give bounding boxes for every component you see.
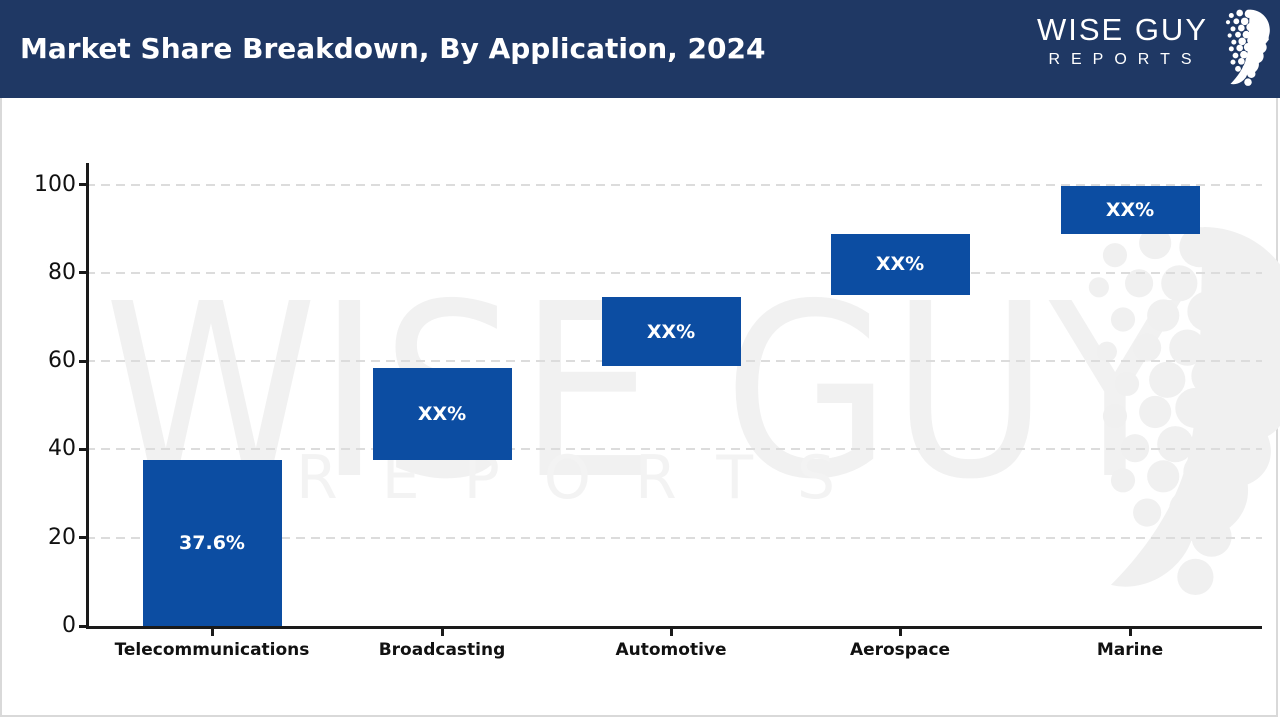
bar-value-label: 37.6%	[179, 531, 245, 554]
y-tick-label: 40	[48, 436, 76, 462]
x-tick-mark	[669, 629, 673, 636]
y-tick-label: 20	[48, 524, 76, 550]
x-category-label: Marine	[1096, 640, 1164, 660]
wise-guy-logo: WISE GUY REPORTS	[1008, 8, 1270, 92]
x-tick-mark	[898, 629, 902, 636]
x-axis-line	[86, 626, 1262, 629]
bar-value-label: XX%	[875, 253, 925, 276]
y-gridline	[86, 536, 1262, 539]
y-gridline	[86, 448, 1262, 451]
logo-head-icon	[1225, 9, 1270, 86]
x-category-label: Aerospace	[849, 640, 951, 660]
bar-marine	[1060, 185, 1200, 234]
y-axis-line	[86, 163, 89, 629]
x-tick-mark	[210, 629, 214, 636]
bar-broadcasting	[372, 367, 512, 460]
header: Market Share Breakdown, By Application, …	[0, 0, 1280, 98]
logo-wordmark: WISE GUY	[1036, 12, 1208, 47]
y-tick-mark	[79, 183, 86, 186]
bar-telecommunications	[142, 459, 282, 626]
x-category-label: Automotive	[615, 640, 727, 660]
x-category-label: Broadcasting	[378, 640, 506, 660]
logo-subtitle: REPORTS	[1048, 51, 1203, 68]
y-tick-label: 100	[34, 171, 76, 197]
y-tick-mark	[79, 536, 86, 540]
bar-value-label: XX%	[646, 320, 696, 343]
y-tick-label: 0	[62, 613, 76, 638]
y-tick-mark	[79, 624, 86, 628]
y-tick-mark	[79, 271, 86, 275]
chart-title: Market Share Breakdown, By Application, …	[20, 32, 766, 65]
y-tick-mark	[79, 359, 86, 363]
y-tick-label: 60	[48, 348, 76, 374]
y-gridline	[86, 183, 1262, 186]
bar-value-label: XX%	[417, 402, 467, 425]
bar-automotive	[601, 296, 741, 367]
logo-text: WISE GUY REPORTS	[1037, 12, 1208, 69]
bar-aerospace	[830, 233, 970, 295]
bar-value-label: XX%	[1105, 198, 1155, 221]
y-tick-mark	[79, 447, 86, 451]
y-gridline	[86, 271, 1262, 274]
x-category-label: Telecommunications	[114, 640, 310, 660]
x-tick-mark	[440, 629, 444, 636]
y-tick-label: 80	[48, 259, 76, 285]
x-tick-mark	[1128, 629, 1132, 636]
